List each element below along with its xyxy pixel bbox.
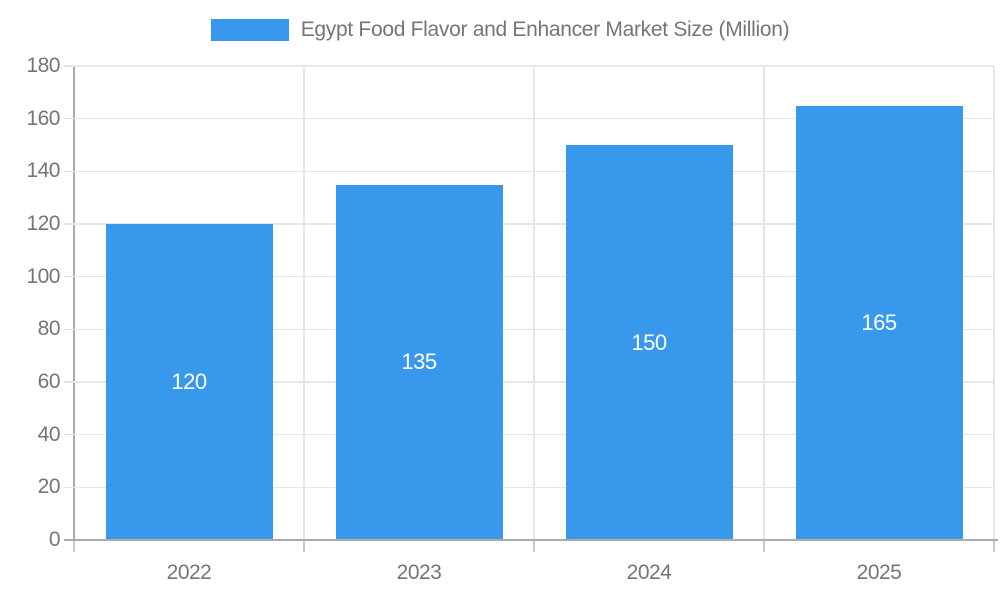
- v-gridline: [993, 66, 995, 540]
- v-gridline: [533, 66, 535, 540]
- y-tick-mark: [64, 433, 74, 436]
- bar-value-label: 150: [631, 329, 667, 355]
- x-tick-mark: [303, 540, 305, 552]
- bar-2024[interactable]: 150: [565, 145, 733, 540]
- x-axis-line: [64, 539, 998, 541]
- y-axis-tick-label: 100: [26, 264, 60, 288]
- bar-value-label: 120: [171, 369, 207, 394]
- x-tick-mark: [993, 540, 995, 552]
- bar-2023[interactable]: 135: [335, 184, 503, 540]
- x-tick-mark: [763, 540, 765, 552]
- y-tick-mark: [64, 223, 74, 225]
- legend-swatch-icon: [210, 19, 289, 41]
- y-tick-mark: [64, 275, 74, 278]
- x-tick-mark: [73, 540, 75, 552]
- y-axis-tick-label: 80: [37, 317, 61, 341]
- y-axis-tick-label: 180: [26, 54, 60, 77]
- x-axis-tick-label: 2022: [166, 561, 212, 584]
- x-axis-tick-label: 2025: [856, 561, 902, 584]
- bar-value-label: 135: [401, 349, 437, 375]
- x-axis-tick-label: 2024: [626, 561, 672, 584]
- y-tick-mark: [64, 381, 74, 383]
- y-axis-tick-label: 160: [26, 106, 60, 130]
- bar-2025[interactable]: 165: [795, 105, 963, 540]
- x-axis-labels: 2022 2023 2024 2025: [74, 560, 994, 590]
- y-axis-tick-label: 120: [26, 212, 60, 235]
- bar-value-label: 165: [861, 309, 897, 335]
- y-axis-labels: 0 20 40 60 80 100 120 140 160 180: [0, 54, 61, 551]
- y-tick-mark: [64, 486, 74, 489]
- v-gridline: [763, 66, 765, 540]
- y-tick-mark: [64, 65, 74, 67]
- y-axis-tick-label: 0: [48, 528, 61, 551]
- y-axis-tick-label: 40: [37, 422, 61, 446]
- x-axis-tick-label: 2023: [396, 561, 442, 584]
- v-gridline: [303, 66, 305, 540]
- y-tick-mark: [64, 170, 74, 173]
- y-axis-tick-label: 60: [37, 370, 61, 393]
- legend-item[interactable]: Egypt Food Flavor and Enhancer Market Si…: [0, 18, 1000, 42]
- legend-label: Egypt Food Flavor and Enhancer Market Si…: [300, 18, 790, 41]
- y-axis-tick-label: 20: [37, 475, 61, 499]
- bar-2022[interactable]: 120: [105, 224, 273, 540]
- y-tick-mark: [64, 328, 74, 331]
- x-tick-mark: [533, 540, 535, 552]
- plot-area: 120 135 150 165: [64, 65, 998, 552]
- y-axis-tick-label: 140: [26, 159, 60, 183]
- y-tick-mark: [64, 117, 74, 120]
- y-axis-line: [73, 66, 75, 552]
